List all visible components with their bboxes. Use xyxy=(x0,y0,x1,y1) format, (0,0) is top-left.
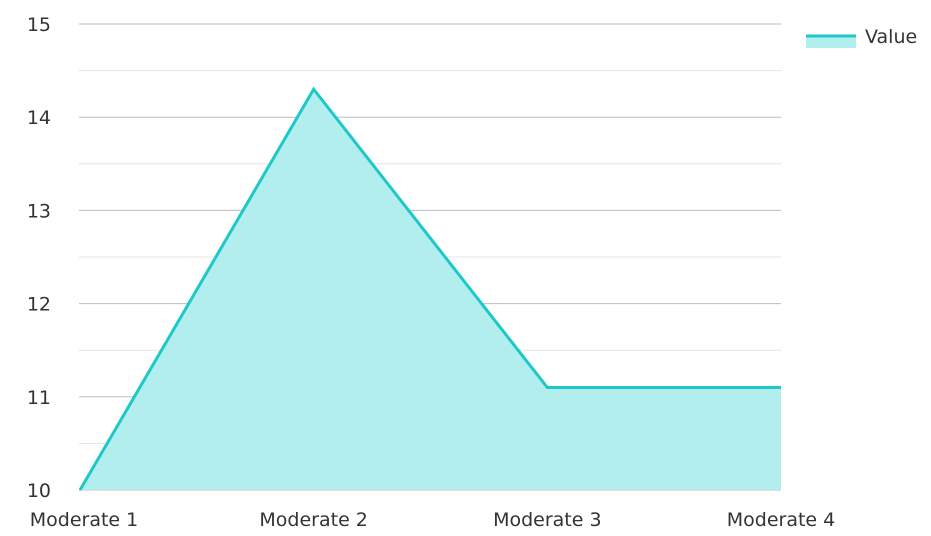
legend-label-value: Value xyxy=(865,26,917,48)
y-tick-label: 14 xyxy=(27,107,51,129)
data-point-4[interactable] xyxy=(777,383,785,391)
x-tick-label: Moderate 2 xyxy=(259,509,368,531)
series-area xyxy=(80,89,781,491)
legend[interactable]: Value xyxy=(806,26,917,48)
x-tick-label: Moderate 1 xyxy=(30,509,139,531)
y-axis: 10 11 12 13 14 15 xyxy=(27,14,51,502)
x-tick-label: Moderate 4 xyxy=(727,509,836,531)
x-axis: Moderate 1 Moderate 2 Moderate 3 Moderate 4 xyxy=(30,509,836,531)
data-point-2[interactable] xyxy=(310,85,318,93)
y-tick-label: 11 xyxy=(27,387,51,409)
plot-area xyxy=(76,85,785,494)
data-point-3[interactable] xyxy=(543,383,551,391)
x-tick-label: Moderate 3 xyxy=(493,509,602,531)
series-line xyxy=(78,86,781,491)
y-tick-label: 12 xyxy=(27,294,51,316)
y-tick-label: 15 xyxy=(27,14,51,36)
legend-swatch xyxy=(806,35,856,48)
y-tick-label: 10 xyxy=(27,480,51,502)
y-tick-label: 13 xyxy=(27,200,51,222)
data-point-1[interactable] xyxy=(76,486,84,494)
